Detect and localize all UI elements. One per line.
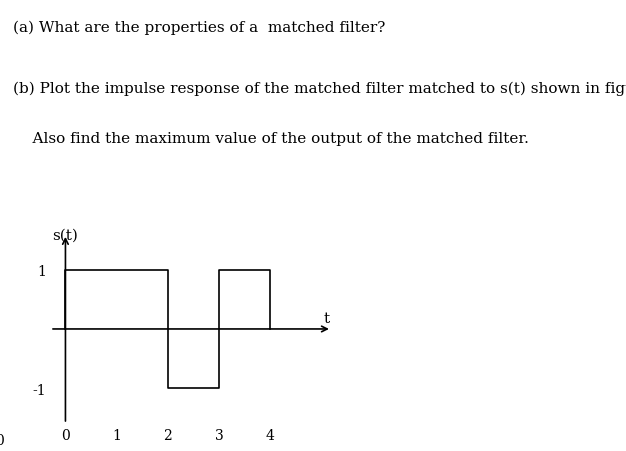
Text: Also find the maximum value of the output of the matched filter.: Also find the maximum value of the outpu…	[13, 132, 528, 146]
Text: (b) Plot the impulse response of the matched filter matched to s(t) shown in fig: (b) Plot the impulse response of the mat…	[13, 81, 626, 96]
Text: 0: 0	[0, 433, 4, 447]
Text: t: t	[324, 311, 330, 325]
Text: s(t): s(t)	[53, 228, 78, 242]
Text: (a) What are the properties of a  matched filter?: (a) What are the properties of a matched…	[13, 20, 385, 35]
